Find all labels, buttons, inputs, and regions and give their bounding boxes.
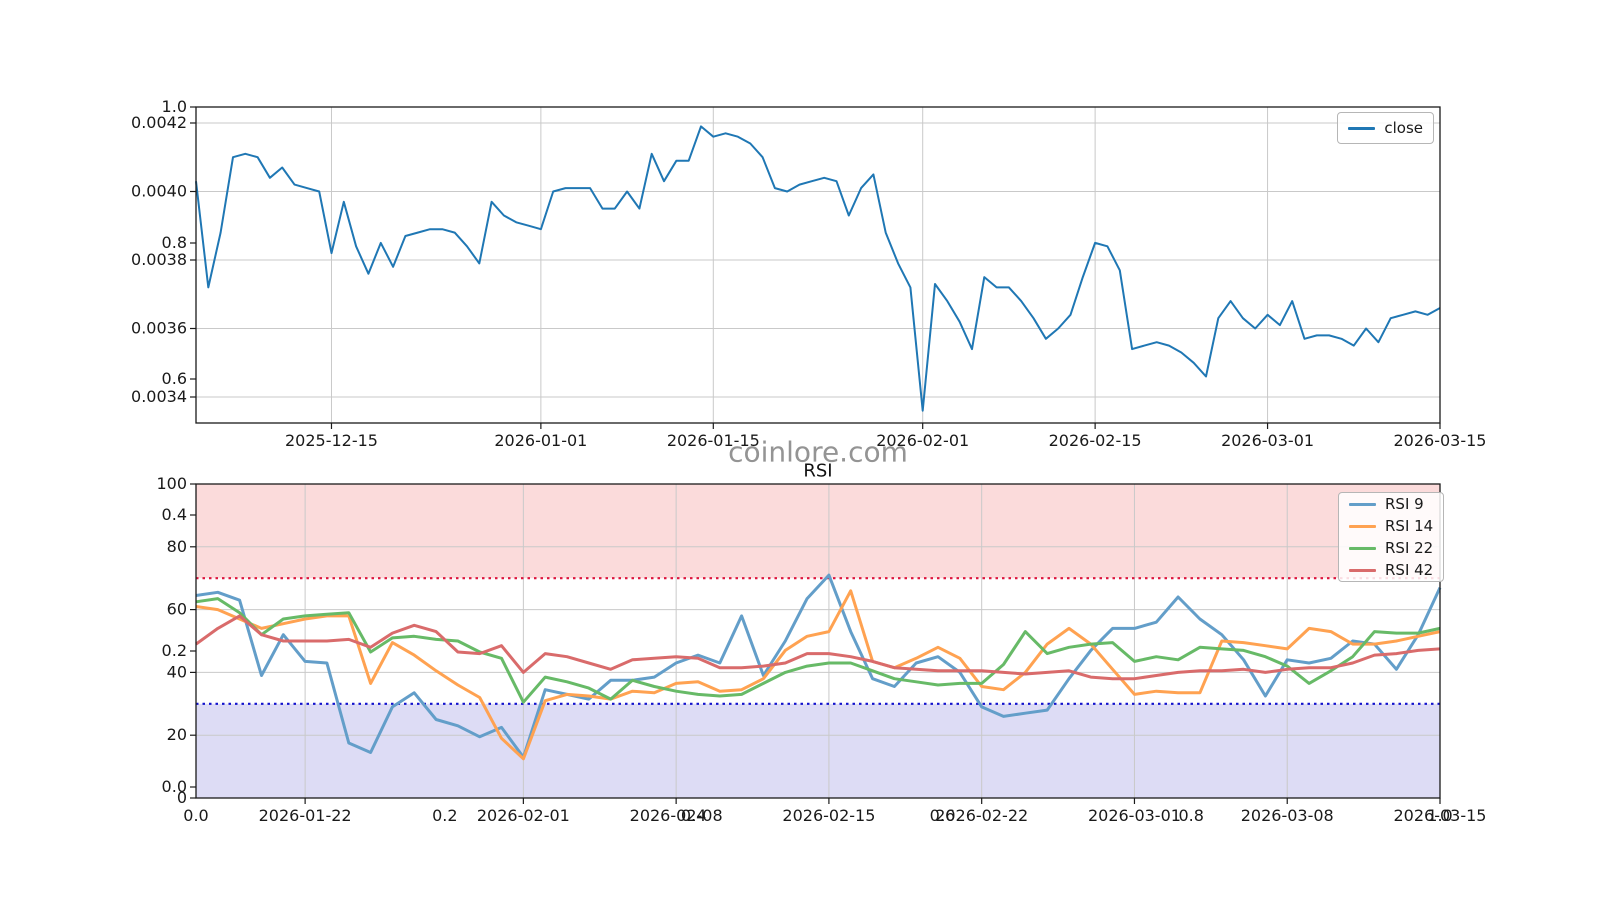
- price-x-tick-label: 2026-01-01: [494, 431, 587, 450]
- rsi-x-tick-label: 2026-03-08: [1241, 806, 1334, 825]
- overlay-x-tick-label: 0.0: [183, 806, 208, 825]
- overlay-x-tick-label: 0.8: [1178, 806, 1203, 825]
- price-y-tick-label: 0.0036: [131, 319, 187, 338]
- rsi42-line-swatch: [1349, 568, 1376, 572]
- overlay-x-tick-label: 0.2: [432, 806, 457, 825]
- oversold-band: [196, 703, 1440, 798]
- overlay-y-tick-label: 1.0: [162, 97, 187, 116]
- overlay-x-tick-label: 0.4: [681, 806, 706, 825]
- rsi-x-tick-label: 2026-01-22: [259, 806, 352, 825]
- rsi9-line-swatch: [1349, 502, 1376, 506]
- rsi-legend-item-rsi42: RSI 42: [1339, 559, 1443, 581]
- rsi-x-tick-label: 2026-02-08: [630, 806, 723, 825]
- rsi-y-tick-label: 60: [167, 600, 187, 619]
- rsi14-legend-label: RSI 14: [1385, 517, 1434, 535]
- rsi-legend-item-rsi14: RSI 14: [1339, 515, 1443, 537]
- price-legend-item-close: close: [1338, 117, 1433, 139]
- price-x-tick-label: 2026-03-15: [1394, 431, 1487, 450]
- overlay-y-tick-label: 0.6: [162, 369, 187, 388]
- overlay-y-tick-label: 0.0: [162, 777, 187, 796]
- rsi14-line: [195, 589, 1441, 761]
- price-y-tick-label: 0.0042: [131, 113, 187, 132]
- rsi-x-tick-label: 2026-02-15: [782, 806, 875, 825]
- price-legend: close: [1337, 112, 1434, 144]
- rsi-x-tick-label: 2026-02-01: [477, 806, 570, 825]
- price-y-tick-label: 0.0038: [131, 250, 187, 269]
- rsi-y-tick-label: 40: [167, 662, 187, 681]
- rsi-y-tick-label: 80: [167, 537, 187, 556]
- rsi-x-tick-label: 2026-03-15: [1394, 806, 1487, 825]
- rsi-axes-frame: [195, 483, 1441, 799]
- rsi-y-tick-label: 20: [167, 725, 187, 744]
- rsi9-line: [195, 573, 1442, 759]
- overbought-band: [196, 484, 1440, 579]
- rsi-y-tick-label: 100: [156, 474, 187, 493]
- overlay-x-tick-label: 0.6: [930, 806, 955, 825]
- rsi42-line: [195, 614, 1441, 681]
- price-x-tick-label: 2025-12-15: [285, 431, 378, 450]
- rsi42-legend-label: RSI 42: [1385, 561, 1434, 579]
- rsi22-line-swatch: [1349, 546, 1376, 550]
- overlay-y-tick-label: 0.8: [162, 233, 187, 252]
- overlay-y-tick-label: 0.2: [162, 641, 187, 660]
- rsi-legend-item-rsi9: RSI 9: [1339, 493, 1443, 515]
- rsi-chart-title: RSI: [803, 460, 833, 482]
- rsi-legend: RSI 9 RSI 14 RSI 22 RSI 42: [1338, 492, 1445, 582]
- price-y-tick-label: 0.0040: [131, 181, 187, 200]
- price-x-tick-label: 2026-02-15: [1049, 431, 1142, 450]
- rsi-y-tick-label: 0: [177, 788, 187, 807]
- rsi22-legend-label: RSI 22: [1385, 539, 1434, 557]
- overlay-y-tick-label: 0.4: [162, 505, 187, 524]
- rsi-x-tick-label: 2026-03-01: [1088, 806, 1181, 825]
- price-x-tick-label: 2026-01-15: [667, 431, 760, 450]
- rsi-x-tick-label: 2026-02-22: [935, 806, 1028, 825]
- watermark: coinlore.com: [728, 435, 908, 469]
- rsi9-legend-label: RSI 9: [1385, 495, 1424, 513]
- price-y-tick-label: 0.0034: [131, 387, 187, 406]
- rsi22-line: [195, 597, 1441, 704]
- overlay-x-tick-label: 1.0: [1427, 806, 1452, 825]
- rsi14-line-swatch: [1349, 524, 1376, 528]
- price-x-tick-label: 2026-02-01: [876, 431, 969, 450]
- price-legend-label: close: [1384, 119, 1423, 137]
- price-x-tick-label: 2026-03-01: [1221, 431, 1314, 450]
- rsi-legend-item-rsi22: RSI 22: [1339, 537, 1443, 559]
- price-axes-frame: [195, 106, 1441, 424]
- close-line-swatch: [1348, 126, 1376, 130]
- close-line: [195, 125, 1441, 412]
